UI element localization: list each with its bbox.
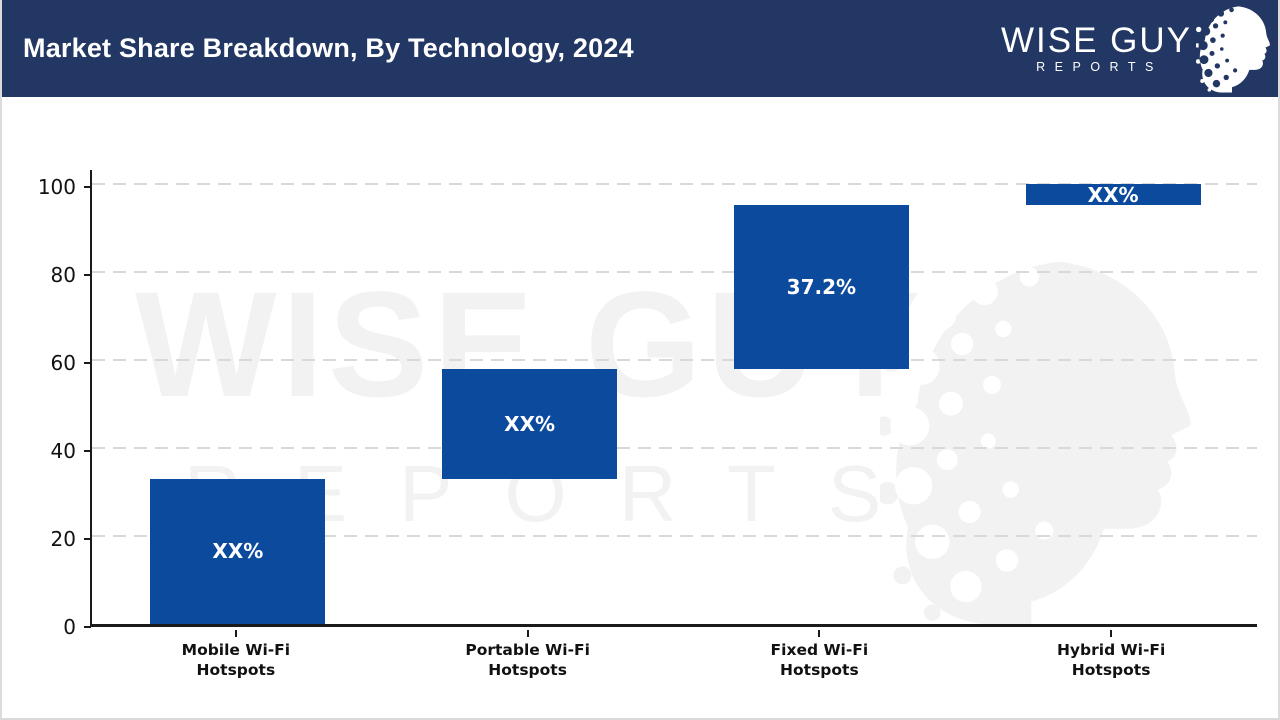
y-tick-mark-0 (84, 626, 91, 628)
y-tick-mark-60 (84, 362, 91, 364)
gridline-y-20 (92, 535, 1257, 537)
y-tick-label-0: 0 (63, 615, 76, 639)
logo-line2: REPORTS (1036, 60, 1163, 74)
bar-portable-wi-fi-hotspots: XX% (442, 368, 618, 479)
y-tick-mark-40 (84, 450, 91, 452)
y-tick-mark-80 (84, 274, 91, 276)
y-tick-label-60: 60 (50, 351, 76, 375)
x-category-label-fixed-wi-fi-hotspots: Fixed Wi-Fi Hotspots (770, 641, 869, 679)
gridline-y-80 (92, 271, 1257, 273)
gridline-y-40 (92, 447, 1257, 449)
page-title: Market Share Breakdown, By Technology, 2… (23, 33, 634, 63)
wise-guy-logo: WISE GUY REPORTS (1001, 0, 1276, 97)
bar-value-label-hybrid-wi-fi-hotspots: XX% (1087, 182, 1139, 207)
logo-dotted-head-icon (1196, 5, 1270, 93)
x-category-label-mobile-wi-fi-hotspots: Mobile Wi-Fi Hotspots (181, 641, 291, 679)
x-tick-mark-fixed-wi-fi-hotspots (818, 630, 821, 637)
bar-value-label-fixed-wi-fi-hotspots: 37.2% (786, 274, 857, 299)
y-tick-label-20: 20 (50, 527, 76, 551)
y-tick-label-100: 100 (37, 175, 76, 199)
x-tick-mark-portable-wi-fi-hotspots (526, 630, 529, 637)
header: Market Share Breakdown, By Technology, 2… (2, 0, 1278, 97)
x-tick-mark-hybrid-wi-fi-hotspots (1110, 630, 1113, 637)
bar-value-label-portable-wi-fi-hotspots: XX% (504, 411, 556, 436)
chart-plot-area: XX% XX% 37.2% XX% (90, 170, 1257, 627)
gridline-y-60 (92, 359, 1257, 361)
bar-hybrid-wi-fi-hotspots: XX% (1025, 182, 1201, 207)
x-category-label-portable-wi-fi-hotspots: Portable Wi-Fi Hotspots (465, 641, 590, 679)
bar-fixed-wi-fi-hotspots: 37.2% (733, 205, 909, 369)
bar-value-label-mobile-wi-fi-hotspots: XX% (212, 539, 264, 564)
gridline-y-100 (92, 183, 1257, 185)
logo-line1: WISE GUY (1000, 21, 1192, 60)
bar-mobile-wi-fi-hotspots: XX% (150, 478, 326, 624)
x-tick-mark-mobile-wi-fi-hotspots (234, 630, 237, 637)
watermark-dotted-head-graphic (880, 261, 1191, 624)
x-category-label-hybrid-wi-fi-hotspots: Hybrid Wi-Fi Hotspots (1056, 641, 1166, 679)
logo-wordmark: WISE GUY REPORTS (1000, 21, 1192, 75)
y-tick-mark-100 (84, 186, 91, 188)
y-tick-label-80: 80 (50, 263, 76, 287)
y-tick-label-40: 40 (50, 439, 76, 463)
y-tick-mark-20 (84, 538, 91, 540)
